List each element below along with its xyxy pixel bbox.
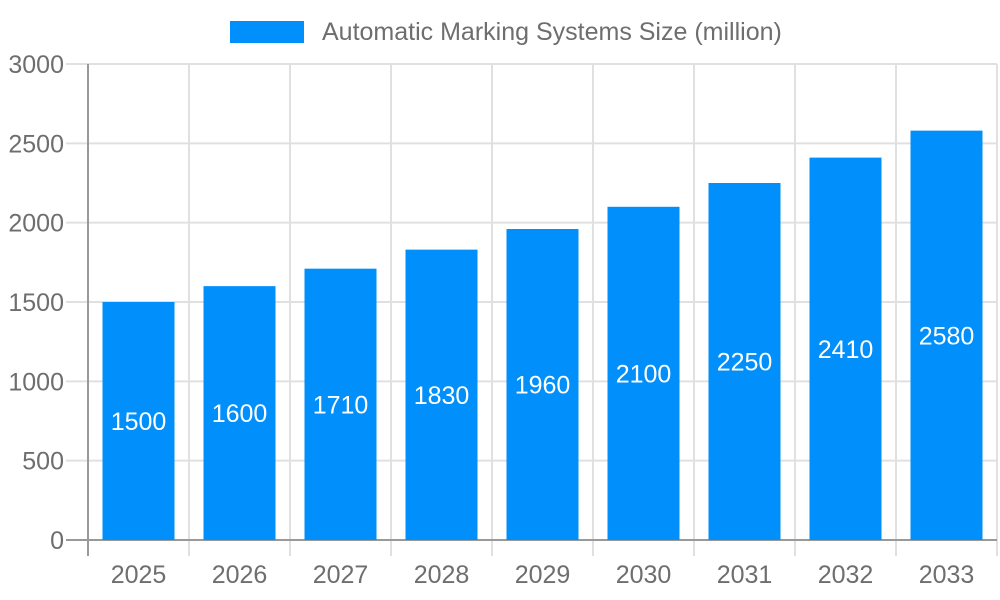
bar-2029[interactable] bbox=[506, 229, 579, 540]
bar-2030[interactable] bbox=[607, 206, 680, 541]
x-tick-label: 2027 bbox=[313, 561, 369, 589]
y-tick-label: 2500 bbox=[8, 130, 64, 158]
x-tick-label: 2028 bbox=[414, 561, 470, 589]
x-tick-label: 2025 bbox=[111, 561, 167, 589]
bar-2031[interactable] bbox=[708, 183, 781, 540]
bar-2025[interactable] bbox=[102, 302, 175, 540]
bar-value-label: 2100 bbox=[616, 360, 672, 388]
bar-value-label: 2250 bbox=[717, 349, 773, 377]
x-tick-label: 2030 bbox=[616, 561, 672, 589]
bar-2032[interactable] bbox=[809, 157, 882, 540]
y-tick-label: 1000 bbox=[8, 368, 64, 396]
bar-value-label: 1960 bbox=[515, 372, 571, 400]
bar-2027[interactable] bbox=[304, 268, 377, 540]
chart-legend[interactable]: Automatic Marking Systems Size (million) bbox=[230, 18, 782, 46]
bar-value-label: 2410 bbox=[818, 336, 874, 364]
bar-value-label: 2580 bbox=[919, 322, 975, 350]
x-tick-label: 2031 bbox=[717, 561, 773, 589]
bar-2026[interactable] bbox=[203, 286, 276, 540]
bar-value-label: 1600 bbox=[212, 400, 268, 428]
x-tick-label: 2026 bbox=[212, 561, 268, 589]
bar-value-label: 1500 bbox=[111, 408, 167, 436]
bar-2033[interactable] bbox=[910, 130, 983, 540]
legend-label: Automatic Marking Systems Size (million) bbox=[322, 18, 782, 46]
y-tick-label: 1500 bbox=[8, 289, 64, 317]
bar-value-label: 1830 bbox=[414, 382, 470, 410]
x-tick-label: 2029 bbox=[515, 561, 571, 589]
y-tick-label: 2000 bbox=[8, 210, 64, 238]
y-tick-label: 0 bbox=[50, 527, 64, 555]
x-tick-label: 2033 bbox=[919, 561, 975, 589]
y-tick-label: 500 bbox=[22, 448, 64, 476]
x-tick-label: 2032 bbox=[818, 561, 874, 589]
bar-2028[interactable] bbox=[405, 249, 478, 540]
y-tick-label: 3000 bbox=[8, 51, 64, 79]
bar-value-label: 1710 bbox=[313, 391, 369, 419]
legend-marker bbox=[230, 21, 304, 43]
